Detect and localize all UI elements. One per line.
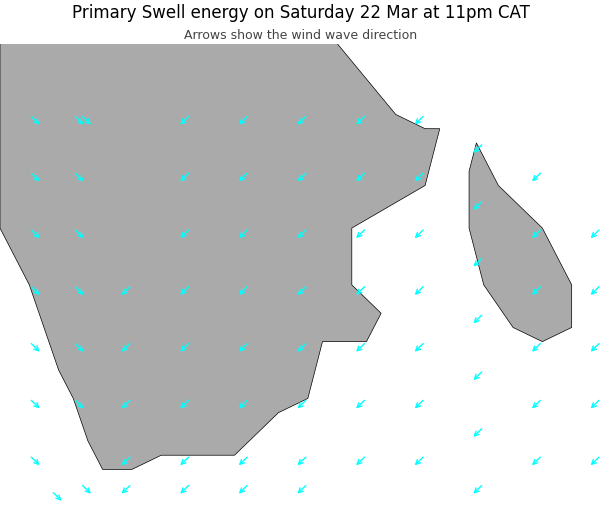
Polygon shape <box>0 44 440 470</box>
Text: Primary Swell energy on Saturday 22 Mar at 11pm CAT: Primary Swell energy on Saturday 22 Mar … <box>72 4 529 22</box>
Text: Arrows show the wind wave direction: Arrows show the wind wave direction <box>184 29 417 42</box>
Polygon shape <box>469 143 572 342</box>
